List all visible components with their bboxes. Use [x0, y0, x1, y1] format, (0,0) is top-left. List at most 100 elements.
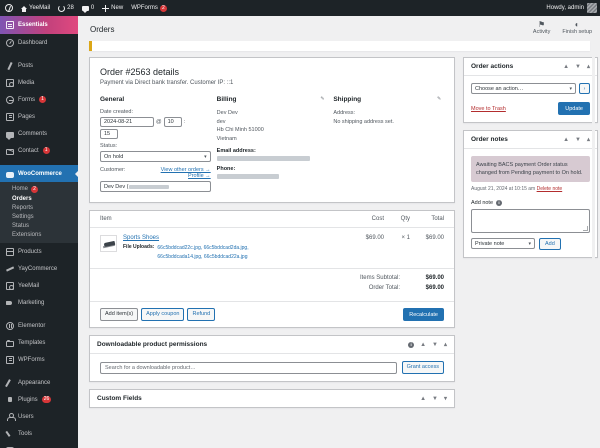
items-subtotal-value: $69.00 [425, 275, 444, 281]
upload-file-2[interactable]: 66c5bddcad2da.jpg, [203, 245, 249, 251]
move-to-trash-link[interactable]: Move to Trash [471, 105, 506, 112]
sidebar-label-templates: Templates [18, 339, 46, 346]
upload-file-3[interactable]: 66c5bddcada14.jpg, [157, 253, 203, 260]
view-other-orders-link[interactable]: View other orders → [160, 167, 211, 173]
woocommerce-icon [6, 171, 14, 178]
sidebar-subitem-orders[interactable]: Orders [0, 194, 78, 203]
sidebar-subitem-status[interactable]: Status [0, 221, 78, 230]
order-notes-chevron-up-icon[interactable]: ▲ [563, 136, 570, 143]
hour-input[interactable]: 10 [163, 117, 182, 127]
custom-fields-chevron-up-icon[interactable]: ▲ [420, 395, 427, 402]
subitem-label-settings: Settings [12, 213, 34, 220]
add-note-info-icon[interactable]: i [496, 199, 503, 206]
sidebar-subitem-extensions[interactable]: Extensions [0, 230, 78, 239]
order-actions-chevron-down-icon[interactable]: ▼ [575, 63, 581, 70]
comments-button[interactable]: 0 [78, 0, 98, 16]
updates-count: 28 [67, 5, 74, 11]
note-type-select[interactable]: Private note [471, 238, 535, 249]
refund-button[interactable]: Refund [187, 308, 216, 322]
order-actions-toggle-icon[interactable]: ▴ [586, 63, 590, 70]
site-name-button[interactable]: YeeMail [17, 0, 54, 16]
help-info-icon[interactable]: i [408, 341, 415, 348]
howdy-label[interactable]: Howdy, admin [546, 5, 584, 11]
sidebar-subitem-home[interactable]: Home 2 [0, 184, 78, 194]
chevron-down-icon[interactable]: ▼ [432, 341, 438, 348]
site-name-label: YeeMail [29, 5, 51, 11]
sidebar-item-comments[interactable]: Comments [0, 125, 78, 142]
file-uploads-label: File Uploads: [123, 244, 155, 250]
product-name-link[interactable]: Sports Shoes [123, 235, 160, 241]
minute-input[interactable]: 15 [100, 129, 118, 139]
wpforms-menu-button[interactable]: WPForms 2 [127, 0, 171, 16]
sidebar-item-marketing[interactable]: Marketing [0, 294, 78, 311]
customer-select[interactable]: Dev Dev ( [100, 181, 211, 192]
sidebar-subitem-settings[interactable]: Settings [0, 212, 78, 221]
sidebar-item-yeemail[interactable]: YeeMail [0, 277, 78, 294]
sidebar-item-yaycommerce[interactable]: YayCommerce [0, 260, 78, 277]
sidebar-item-pages[interactable]: Pages [0, 108, 78, 125]
sidebar-item-users[interactable]: Users [0, 408, 78, 425]
custom-fields-chevron-down-icon[interactable]: ▼ [432, 395, 438, 402]
sidebar-item-dashboard[interactable]: Dashboard [0, 34, 78, 51]
sidebar-item-tools[interactable]: Tools [0, 425, 78, 442]
status-label: Status: [100, 143, 118, 149]
flag-icon: ⚑ [538, 20, 546, 29]
downloadable-search-input[interactable]: Search for a downloadable product… [100, 361, 397, 374]
sidebar-item-essentials[interactable]: Essentials [0, 16, 78, 34]
sidebar-item-contact[interactable]: Contact 1 [0, 142, 78, 159]
order-notes-chevron-down-icon[interactable]: ▼ [575, 136, 581, 143]
order-actions-chevron-up-icon[interactable]: ▲ [563, 63, 570, 70]
avatar[interactable] [587, 3, 597, 13]
sidebar-subitem-reports[interactable]: Reports [0, 203, 78, 212]
upload-file-4[interactable]: 66c5bddcad22a.jpg [203, 253, 248, 260]
sidebar-label-marketing: Marketing [18, 299, 45, 306]
edit-billing-pencil-icon[interactable]: ✎ [320, 96, 325, 102]
order-status-select[interactable]: On hold [100, 151, 211, 162]
recalculate-button[interactable]: Recalculate [403, 308, 444, 322]
add-note-button[interactable]: Add [539, 237, 561, 250]
plugins-icon [6, 396, 14, 404]
sidebar-label-woocommerce: WooCommerce [18, 170, 62, 177]
activity-button[interactable]: ⚑ Activity [533, 20, 550, 35]
tools-icon [6, 430, 14, 438]
order-actions-title: Order actions [471, 63, 514, 70]
sidebar-item-settings[interactable]: Settings [0, 442, 78, 448]
order-notes-toggle-icon[interactable]: ▴ [586, 136, 590, 143]
order-action-select[interactable]: Choose an action… [471, 83, 576, 94]
finish-setup-button[interactable]: ◐ Finish setup [562, 20, 592, 35]
new-content-button[interactable]: New [98, 0, 127, 16]
customer-label: Customer: [100, 167, 126, 173]
sidebar-item-appearance[interactable]: Appearance [0, 374, 78, 391]
grant-access-button[interactable]: Grant access [401, 361, 444, 375]
add-items-button[interactable]: Add item(s) [100, 308, 139, 322]
sidebar-item-wpforms[interactable]: WPForms [0, 351, 78, 368]
toggle-panel-icon[interactable]: ▴ [443, 341, 447, 348]
sidebar-item-elementor[interactable]: Elementor [0, 317, 78, 334]
shipping-address-value: No shipping address set. [333, 118, 394, 125]
wp-logo-button[interactable] [0, 0, 17, 16]
add-note-textarea[interactable] [471, 208, 590, 233]
page-title: Orders [90, 25, 115, 34]
sidebar-item-forms[interactable]: Forms 1 [0, 91, 78, 108]
sidebar-item-woocommerce[interactable]: WooCommerce [0, 165, 78, 182]
sidebar-item-templates[interactable]: Templates [0, 334, 78, 351]
updates-button[interactable]: 28 [54, 0, 78, 16]
product-thumbnail [100, 235, 117, 252]
edit-shipping-pencil-icon[interactable]: ✎ [437, 96, 442, 102]
table-row: Sports Shoes File Uploads: 66c5bddcad22c… [90, 228, 454, 268]
phone-label: Phone: [216, 166, 236, 173]
apply-coupon-button[interactable]: Apply coupon [141, 308, 185, 322]
custom-fields-toggle-icon[interactable]: ▾ [443, 395, 447, 402]
sidebar-item-plugins[interactable]: Plugins 26 [0, 391, 78, 408]
upload-file-1[interactable]: 66c5bddcad22c.jpg, [157, 245, 203, 251]
update-button[interactable]: Update [558, 102, 590, 115]
sidebar-item-media[interactable]: Media [0, 74, 78, 91]
sidebar-item-posts[interactable]: Posts [0, 57, 78, 74]
delete-note-link[interactable]: Delete note [536, 185, 563, 192]
general-section: General Date created: 2024-08-21 @ 10 : … [100, 96, 211, 192]
date-created-input[interactable]: 2024-08-21 [100, 117, 154, 127]
sidebar-item-products[interactable]: Products [0, 243, 78, 260]
profile-link[interactable]: Profile → [188, 173, 211, 179]
apply-action-button[interactable]: › [579, 83, 590, 94]
chevron-up-icon[interactable]: ▲ [420, 341, 427, 348]
